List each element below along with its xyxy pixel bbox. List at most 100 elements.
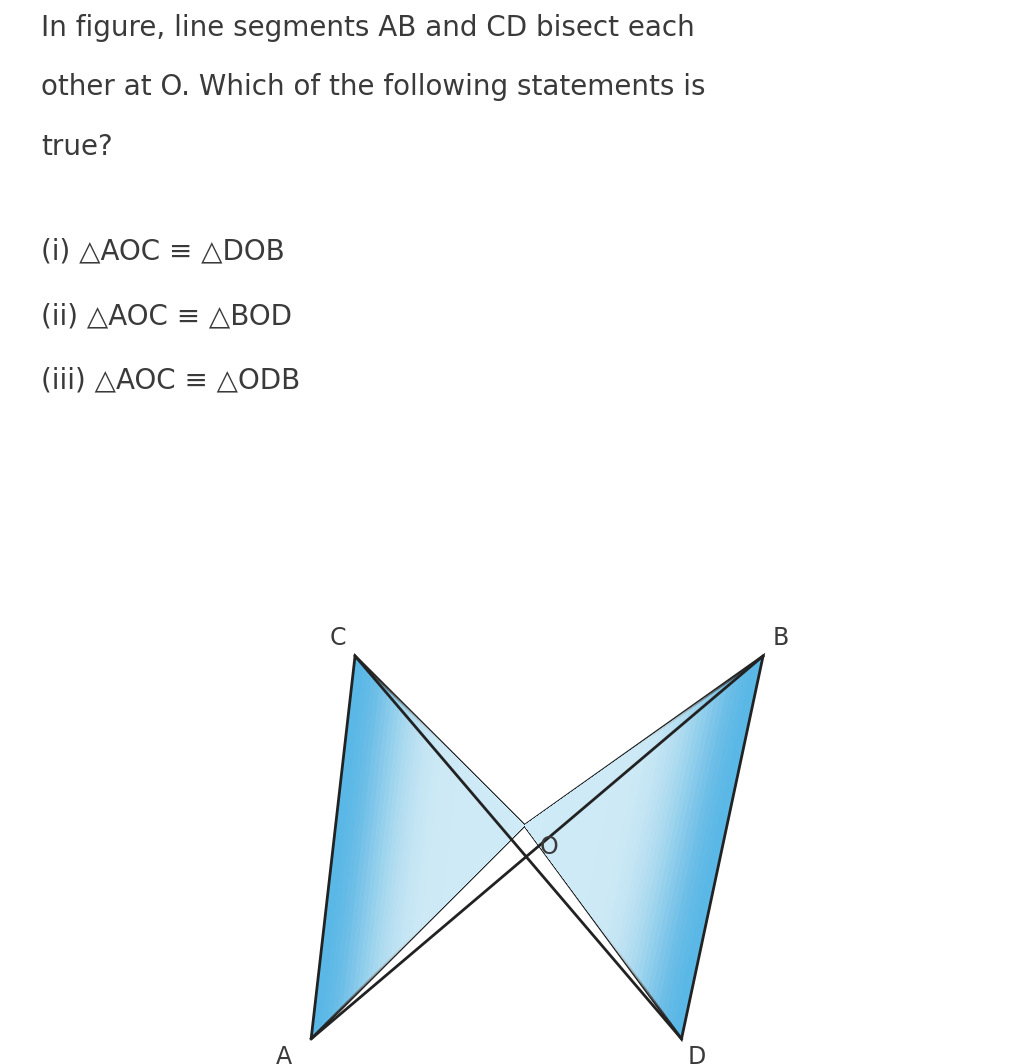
Polygon shape [524,768,605,897]
Polygon shape [524,672,739,1018]
Polygon shape [524,747,636,925]
Polygon shape [518,820,524,832]
Text: other at O. Which of the following statements is: other at O. Which of the following state… [41,73,706,101]
Polygon shape [450,765,524,901]
Polygon shape [524,700,700,983]
Polygon shape [524,825,526,827]
Polygon shape [524,771,601,894]
Polygon shape [524,812,544,843]
Polygon shape [399,727,524,950]
Polygon shape [524,816,539,837]
Polygon shape [519,821,524,831]
Polygon shape [433,753,524,916]
Polygon shape [524,733,654,942]
Polygon shape [521,822,524,829]
Polygon shape [489,798,524,861]
Polygon shape [512,816,524,837]
Polygon shape [524,818,535,834]
Polygon shape [464,777,524,886]
Text: (i) △AOC ≡ △DOB: (i) △AOC ≡ △DOB [41,238,285,266]
Polygon shape [445,763,524,904]
Polygon shape [503,809,524,847]
Polygon shape [524,685,723,1002]
Polygon shape [480,791,524,869]
Polygon shape [413,736,524,937]
Polygon shape [524,795,567,864]
Polygon shape [524,722,670,955]
Polygon shape [508,812,524,843]
Polygon shape [377,708,524,974]
Polygon shape [362,697,524,987]
Polygon shape [524,753,627,916]
Polygon shape [441,760,524,909]
Polygon shape [524,807,552,849]
Polygon shape [524,785,582,876]
Polygon shape [524,811,546,845]
Polygon shape [524,704,695,978]
Polygon shape [471,782,524,880]
Polygon shape [395,722,524,955]
Polygon shape [524,802,557,854]
Polygon shape [514,817,524,836]
Polygon shape [421,744,524,929]
Polygon shape [524,763,613,904]
Polygon shape [524,804,554,852]
Polygon shape [425,747,524,925]
Polygon shape [524,719,675,960]
Text: (ii) △AOC ≡ △BOD: (ii) △AOC ≡ △BOD [41,302,292,330]
Polygon shape [493,800,524,858]
Polygon shape [409,733,524,942]
Polygon shape [524,782,585,880]
Polygon shape [337,677,524,1013]
Polygon shape [506,811,524,845]
Polygon shape [524,715,680,964]
Text: true?: true? [41,133,113,161]
Polygon shape [524,697,706,987]
Polygon shape [496,802,524,854]
Polygon shape [524,750,631,920]
Polygon shape [457,771,524,894]
Polygon shape [417,741,524,933]
Polygon shape [524,820,532,832]
Polygon shape [524,809,549,847]
Polygon shape [381,712,524,968]
Polygon shape [483,793,524,866]
Polygon shape [467,780,524,883]
Text: (iii) △AOC ≡ △ODB: (iii) △AOC ≡ △ODB [41,366,300,394]
Polygon shape [524,777,593,886]
Polygon shape [524,780,589,883]
Polygon shape [524,712,685,968]
Polygon shape [524,655,763,1038]
Polygon shape [429,750,524,920]
Polygon shape [524,817,537,836]
Polygon shape [372,704,524,978]
Polygon shape [352,688,524,998]
Polygon shape [367,700,524,983]
Polygon shape [524,708,690,974]
Polygon shape [453,768,524,897]
Polygon shape [524,824,527,828]
Polygon shape [477,787,524,872]
Text: B: B [772,627,788,650]
Polygon shape [524,787,578,872]
Polygon shape [524,741,645,933]
Text: A: A [276,1045,292,1064]
Polygon shape [524,800,560,858]
Polygon shape [524,688,717,998]
Polygon shape [524,791,573,869]
Text: D: D [687,1045,706,1064]
Polygon shape [357,693,524,993]
Polygon shape [501,807,524,849]
Polygon shape [332,672,524,1018]
Polygon shape [460,775,524,890]
Polygon shape [311,655,524,1038]
Polygon shape [404,730,524,946]
Polygon shape [524,730,659,946]
Text: In figure, line segments AB and CD bisect each: In figure, line segments AB and CD bisec… [41,14,694,41]
Polygon shape [524,822,528,829]
Polygon shape [524,793,570,866]
Polygon shape [522,824,524,828]
Polygon shape [524,775,597,890]
Polygon shape [347,685,524,1002]
Polygon shape [390,719,524,960]
